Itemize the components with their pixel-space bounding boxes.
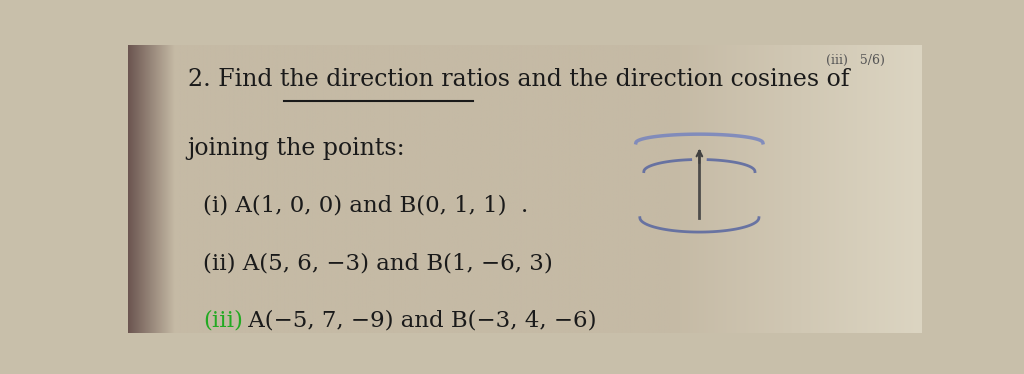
Text: A(−5, 7, −9) and B(−3, 4, −6): A(−5, 7, −9) and B(−3, 4, −6)	[242, 310, 597, 332]
Text: (iii): (iii)	[204, 310, 244, 332]
Text: (ii) A(5, 6, −3) and B(1, −6, 3): (ii) A(5, 6, −3) and B(1, −6, 3)	[204, 252, 553, 274]
Text: 2. Find the direction ratios and the direction cosines of: 2. Find the direction ratios and the dir…	[187, 68, 849, 91]
Text: (i) A(1, 0, 0) and B(0, 1, 1)  .: (i) A(1, 0, 0) and B(0, 1, 1) .	[204, 194, 528, 217]
Text: joining the points:: joining the points:	[187, 137, 406, 160]
Text: (iii)   5/6): (iii) 5/6)	[826, 53, 885, 67]
